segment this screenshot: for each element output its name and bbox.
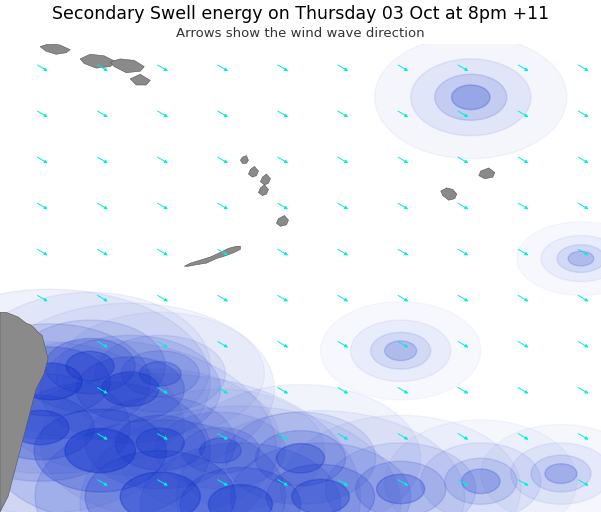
Ellipse shape xyxy=(136,428,185,458)
Ellipse shape xyxy=(85,397,236,489)
Polygon shape xyxy=(130,74,150,85)
Polygon shape xyxy=(479,168,495,179)
Polygon shape xyxy=(80,54,116,68)
Ellipse shape xyxy=(568,251,594,266)
Ellipse shape xyxy=(180,385,421,512)
Ellipse shape xyxy=(0,381,210,512)
Polygon shape xyxy=(276,216,288,226)
Ellipse shape xyxy=(11,410,69,445)
Ellipse shape xyxy=(76,357,185,421)
Ellipse shape xyxy=(65,429,135,473)
Ellipse shape xyxy=(0,324,150,439)
Ellipse shape xyxy=(445,458,517,504)
Ellipse shape xyxy=(0,347,110,416)
Ellipse shape xyxy=(385,341,416,360)
Ellipse shape xyxy=(0,292,210,440)
Ellipse shape xyxy=(291,479,349,512)
Ellipse shape xyxy=(180,467,300,512)
Ellipse shape xyxy=(462,469,500,494)
Ellipse shape xyxy=(102,372,159,407)
Ellipse shape xyxy=(421,443,541,512)
Ellipse shape xyxy=(557,245,601,272)
Ellipse shape xyxy=(115,415,206,471)
Ellipse shape xyxy=(511,443,601,504)
Ellipse shape xyxy=(326,443,476,512)
Ellipse shape xyxy=(371,332,431,369)
Polygon shape xyxy=(0,312,48,512)
Ellipse shape xyxy=(0,289,210,474)
Ellipse shape xyxy=(225,412,376,504)
Polygon shape xyxy=(40,44,70,54)
Ellipse shape xyxy=(140,443,341,512)
Ellipse shape xyxy=(34,409,166,492)
Ellipse shape xyxy=(451,85,490,110)
Ellipse shape xyxy=(255,431,346,486)
Ellipse shape xyxy=(531,455,591,492)
Polygon shape xyxy=(110,59,144,73)
Ellipse shape xyxy=(121,351,200,397)
Ellipse shape xyxy=(230,443,410,512)
Ellipse shape xyxy=(120,472,200,512)
Polygon shape xyxy=(260,174,270,185)
Ellipse shape xyxy=(276,443,325,473)
Ellipse shape xyxy=(139,361,181,386)
Polygon shape xyxy=(248,166,258,177)
Ellipse shape xyxy=(0,395,94,460)
Ellipse shape xyxy=(80,406,401,512)
Ellipse shape xyxy=(15,320,165,412)
Text: Arrows show the wind wave direction: Arrows show the wind wave direction xyxy=(176,28,425,40)
Polygon shape xyxy=(258,185,269,196)
Polygon shape xyxy=(240,156,248,163)
Ellipse shape xyxy=(200,438,241,463)
Text: Secondary Swell energy on Thursday 03 Oct at 8pm +11: Secondary Swell energy on Thursday 03 Oc… xyxy=(52,5,549,23)
Ellipse shape xyxy=(266,464,374,512)
Ellipse shape xyxy=(356,461,446,512)
Ellipse shape xyxy=(182,428,260,474)
Ellipse shape xyxy=(0,374,130,481)
Ellipse shape xyxy=(0,303,275,475)
Ellipse shape xyxy=(435,74,507,120)
Polygon shape xyxy=(441,188,457,200)
Ellipse shape xyxy=(40,335,221,443)
Ellipse shape xyxy=(209,485,272,512)
Ellipse shape xyxy=(45,338,135,394)
Ellipse shape xyxy=(0,374,361,512)
Ellipse shape xyxy=(377,474,425,504)
Ellipse shape xyxy=(40,369,281,512)
Ellipse shape xyxy=(350,320,451,381)
Ellipse shape xyxy=(85,451,236,512)
Ellipse shape xyxy=(545,464,577,483)
Ellipse shape xyxy=(0,340,276,512)
Ellipse shape xyxy=(95,335,225,412)
Ellipse shape xyxy=(410,59,531,136)
Ellipse shape xyxy=(0,342,185,512)
Ellipse shape xyxy=(66,351,114,381)
Ellipse shape xyxy=(541,236,601,282)
Ellipse shape xyxy=(176,411,465,512)
Ellipse shape xyxy=(155,412,285,489)
Ellipse shape xyxy=(35,420,285,512)
Ellipse shape xyxy=(18,363,82,400)
Polygon shape xyxy=(185,246,240,266)
